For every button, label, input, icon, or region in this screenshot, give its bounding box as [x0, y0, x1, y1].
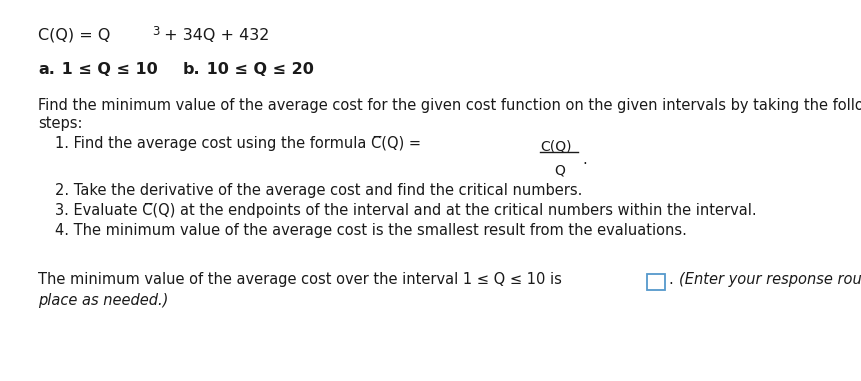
Text: place as needed.): place as needed.) — [38, 293, 169, 308]
Text: Q: Q — [554, 164, 565, 178]
Text: 1 ≤ Q ≤ 10: 1 ≤ Q ≤ 10 — [56, 62, 158, 77]
Text: The minimum value of the average cost over the interval 1 ≤ Q ≤ 10 is: The minimum value of the average cost ov… — [38, 272, 562, 287]
Text: 2. Take the derivative of the average cost and find the critical numbers.: 2. Take the derivative of the average co… — [55, 183, 582, 198]
Text: C(Q) = Q: C(Q) = Q — [38, 28, 110, 43]
Text: 10 ≤ Q ≤ 20: 10 ≤ Q ≤ 20 — [201, 62, 314, 77]
Text: 3: 3 — [152, 25, 159, 38]
Text: 1. Find the average cost using the formula C̅(Q) =: 1. Find the average cost using the formu… — [55, 136, 421, 151]
Text: steps:: steps: — [38, 116, 83, 131]
Text: b.: b. — [183, 62, 201, 77]
Text: 3. Evaluate C̅(Q) at the endpoints of the interval and at the critical numbers w: 3. Evaluate C̅(Q) at the endpoints of th… — [55, 203, 757, 218]
FancyBboxPatch shape — [647, 274, 665, 290]
Text: C(Q): C(Q) — [540, 140, 572, 154]
Text: .: . — [582, 152, 586, 167]
Text: a.: a. — [38, 62, 55, 77]
Text: (Enter your response rounded to one: (Enter your response rounded to one — [679, 272, 861, 287]
Text: Find the minimum value of the average cost for the given cost function on the gi: Find the minimum value of the average co… — [38, 98, 861, 113]
Text: .: . — [669, 272, 678, 287]
Text: 4. The minimum value of the average cost is the smallest result from the evaluat: 4. The minimum value of the average cost… — [55, 223, 687, 238]
Text: + 34Q + 432: + 34Q + 432 — [159, 28, 269, 43]
